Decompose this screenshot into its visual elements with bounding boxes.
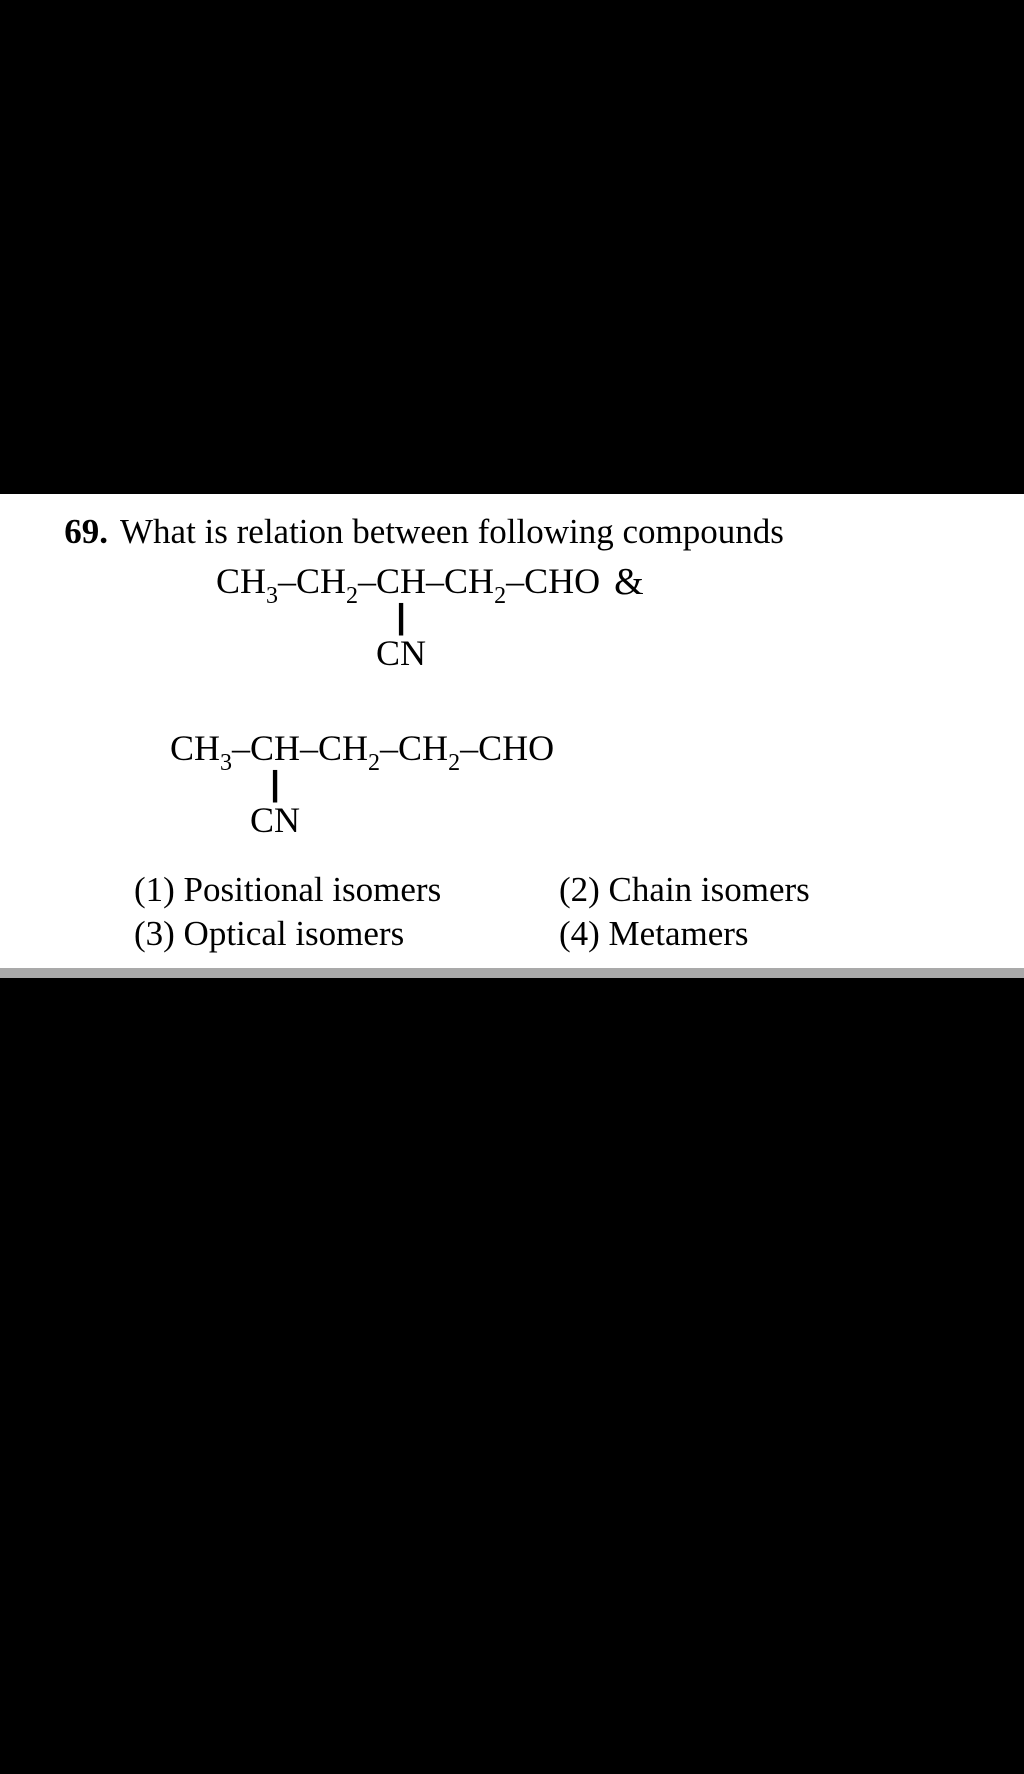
- structure-1: CH3 – CH2 – CH | CN – CH2 – CHO &: [216, 560, 974, 701]
- option-3[interactable]: (3) Optical isomers: [134, 914, 549, 954]
- option-2[interactable]: (2) Chain isomers: [559, 870, 974, 910]
- question-number: 69.: [50, 512, 120, 552]
- structure-2-main-line: CH3 – CH | CN – CH2 – CH2 – CHO: [170, 727, 974, 776]
- s1-cho: CHO: [524, 560, 600, 609]
- s1-ch-with-substituent: CH | CN: [376, 560, 426, 609]
- option-4[interactable]: (4) Metamers: [559, 914, 974, 954]
- s1-dash3: –: [426, 560, 444, 609]
- option-1[interactable]: (1) Positional isomers: [134, 870, 549, 910]
- structure-1-spacer: [216, 609, 974, 701]
- s2-dash2: –: [300, 727, 318, 776]
- s1-dash4: –: [506, 560, 524, 609]
- s2-dash1: –: [232, 727, 250, 776]
- page: 69. What is relation between following c…: [0, 0, 1024, 1774]
- s1-ch3: CH3: [216, 560, 278, 609]
- s2-dash4: –: [460, 727, 478, 776]
- s1-dash1: –: [278, 560, 296, 609]
- divider-bar: [0, 968, 1024, 978]
- structure-2: CH3 – CH | CN – CH2 – CH2 – CHO: [170, 727, 974, 868]
- s1-ch: CH: [376, 561, 426, 601]
- s2-cho: CHO: [478, 727, 554, 776]
- s1-ch2a: CH2: [296, 560, 358, 609]
- structure-1-main-line: CH3 – CH2 – CH | CN – CH2 – CHO &: [216, 560, 974, 609]
- s2-ch: CH: [250, 728, 300, 768]
- s2-ch2a: CH2: [318, 727, 380, 776]
- question-row: 69. What is relation between following c…: [50, 512, 974, 552]
- structures-area: CH3 – CH2 – CH | CN – CH2 – CHO &: [146, 560, 974, 868]
- s2-ch-with-substituent: CH | CN: [250, 727, 300, 776]
- s1-ch2b: CH2: [444, 560, 506, 609]
- s2-cn: CN: [250, 799, 300, 842]
- question-text: What is relation between following compo…: [120, 512, 784, 552]
- options-grid: (1) Positional isomers (2) Chain isomers…: [134, 870, 974, 954]
- s2-ch2b: CH2: [398, 727, 460, 776]
- s1-dash2: –: [358, 560, 376, 609]
- question-card: 69. What is relation between following c…: [0, 494, 1024, 968]
- ampersand: &: [600, 560, 644, 609]
- s2-ch3: CH3: [170, 727, 232, 776]
- s1-cn: CN: [376, 632, 426, 675]
- s2-dash3: –: [380, 727, 398, 776]
